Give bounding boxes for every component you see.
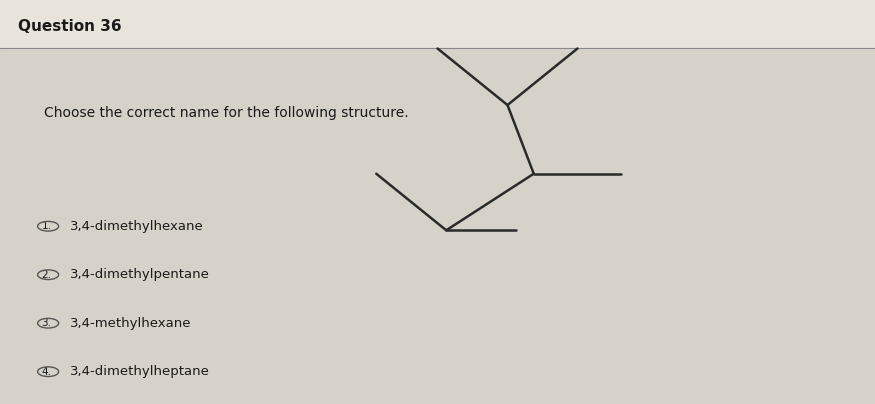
Text: 3,4-dimethylheptane: 3,4-dimethylheptane: [70, 365, 210, 378]
Text: Choose the correct name for the following structure.: Choose the correct name for the followin…: [44, 106, 409, 120]
Text: 1.: 1.: [41, 221, 52, 231]
Text: 4.: 4.: [41, 367, 52, 377]
FancyBboxPatch shape: [0, 0, 875, 48]
Text: 3,4-methylhexane: 3,4-methylhexane: [70, 317, 192, 330]
Text: Question 36: Question 36: [18, 19, 121, 34]
Text: 3,4-dimethylhexane: 3,4-dimethylhexane: [70, 220, 204, 233]
Text: 3.: 3.: [41, 318, 52, 328]
Text: 3,4-dimethylpentane: 3,4-dimethylpentane: [70, 268, 210, 281]
Text: 2.: 2.: [41, 270, 52, 280]
